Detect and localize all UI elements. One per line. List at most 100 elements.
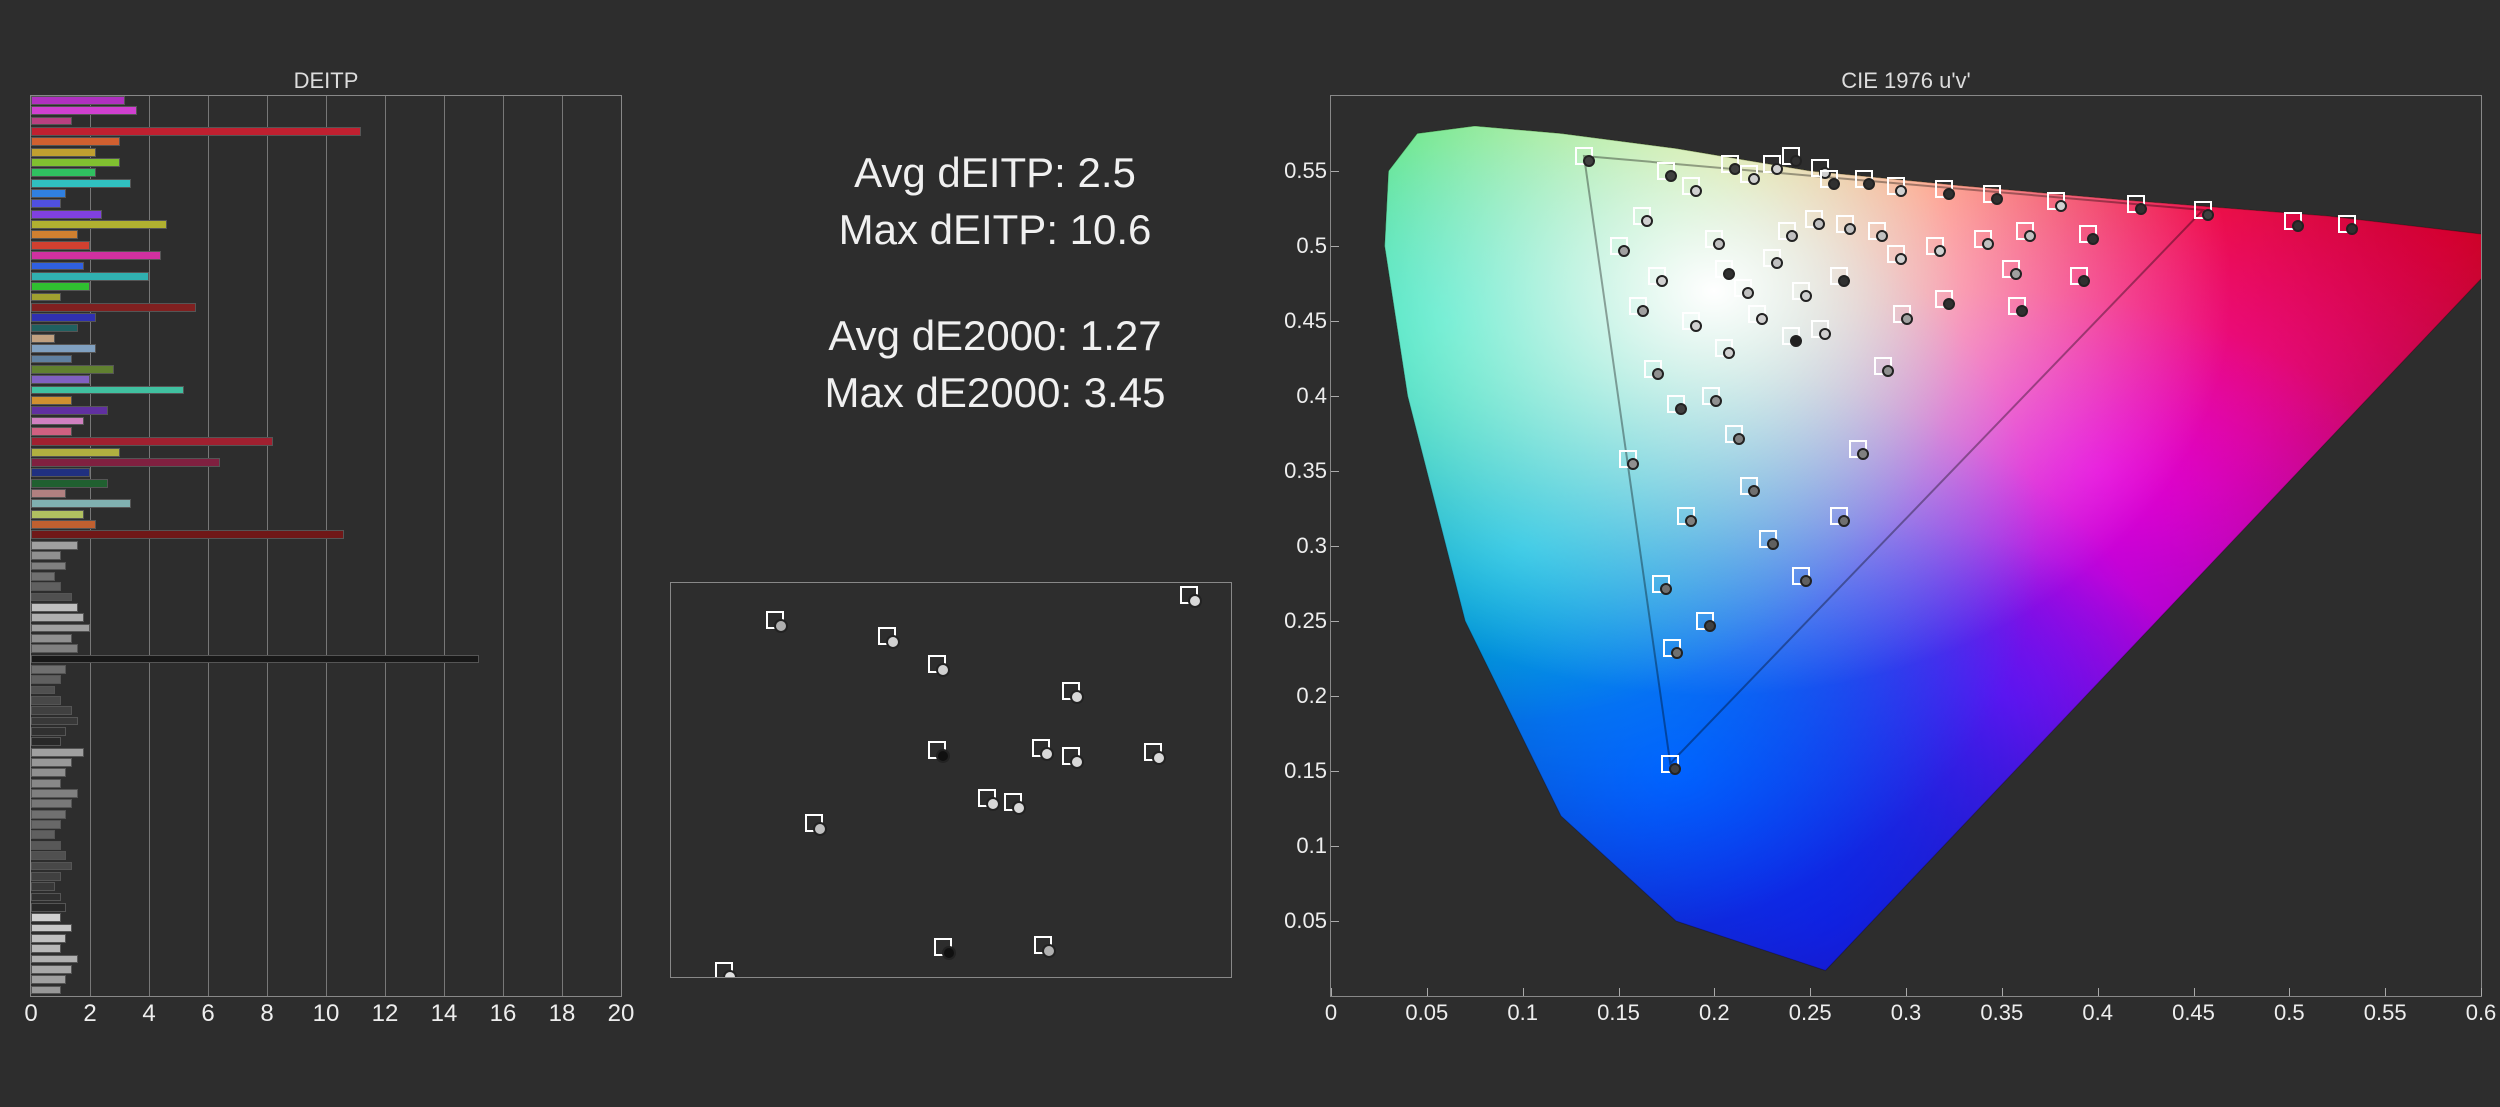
deitp-xtick: 20 xyxy=(608,1000,635,1028)
cie-measured-dot xyxy=(1656,275,1668,287)
cie-measured-dot xyxy=(1790,335,1802,347)
deitp-bar-chart: DEITP 02468101214161820 xyxy=(30,95,622,997)
mini-measured-dot xyxy=(1042,944,1056,958)
cie-measured-dot xyxy=(1876,230,1888,242)
cie-measured-dot xyxy=(1934,245,1946,257)
deitp-xtick: 4 xyxy=(142,1000,155,1028)
deitp-xtick: 6 xyxy=(201,1000,214,1028)
cie-measured-dot xyxy=(1627,458,1639,470)
cie-measured-dot xyxy=(1618,245,1630,257)
deitp-bar xyxy=(31,479,108,488)
cie-measured-dot xyxy=(1895,253,1907,265)
deitp-bar xyxy=(31,241,90,250)
deitp-bar xyxy=(31,748,84,757)
cie-xtick: 0.3 xyxy=(1891,1000,1922,1026)
avg-deitp: Avg dEITP: 2.5 xyxy=(735,145,1255,202)
cie-measured-dot xyxy=(2010,268,2022,280)
deitp-bar xyxy=(31,841,61,850)
mini-gamut-gradient xyxy=(671,583,1231,977)
cie-measured-dot xyxy=(1767,538,1779,550)
cie-xtick: 0.6 xyxy=(2466,1000,2497,1026)
mini-gamut-chart xyxy=(670,582,1232,978)
deitp-bar xyxy=(31,230,78,239)
cie-measured-dot xyxy=(1748,485,1760,497)
deitp-bar xyxy=(31,541,78,550)
deitp-bar xyxy=(31,127,361,136)
deitp-bar xyxy=(31,158,120,167)
cie-measured-dot xyxy=(1800,575,1812,587)
max-de2000-label: Max dE2000: xyxy=(825,369,1084,416)
deitp-bar xyxy=(31,686,55,695)
cie-xtick: 0.4 xyxy=(2082,1000,2113,1026)
cie-ytick: 0.35 xyxy=(1271,458,1327,484)
dashboard-canvas: DEITP 02468101214161820 Avg dEITP: 2.5 M… xyxy=(0,0,2500,1107)
deitp-bar xyxy=(31,251,161,260)
cie-measured-dot xyxy=(1828,178,1840,190)
deitp-bar xyxy=(31,851,66,860)
cie-measured-dot xyxy=(1704,620,1716,632)
cie-measured-dot xyxy=(1669,763,1681,775)
deitp-bar xyxy=(31,303,196,312)
deitp-plot-area xyxy=(31,96,621,996)
cie-measured-dot xyxy=(1748,173,1760,185)
deitp-bar xyxy=(31,717,78,726)
cie-measured-dot xyxy=(1943,188,1955,200)
cie-measured-dot xyxy=(1756,313,1768,325)
cie-ytick: 0.3 xyxy=(1271,533,1327,559)
deitp-bar xyxy=(31,779,61,788)
deitp-bar xyxy=(31,903,66,912)
deitp-bar xyxy=(31,406,108,415)
deitp-xtick: 10 xyxy=(313,1000,340,1028)
avg-de2000: Avg dE2000: 1.27 xyxy=(735,308,1255,365)
max-de2000-value: 3.45 xyxy=(1084,369,1166,416)
cie-plot-area xyxy=(1331,96,2481,996)
cie-measured-dot xyxy=(1733,433,1745,445)
deitp-bar xyxy=(31,789,78,798)
cie-measured-dot xyxy=(1713,238,1725,250)
deitp-bar xyxy=(31,293,61,302)
deitp-xtick: 2 xyxy=(83,1000,96,1028)
deitp-xtick: 16 xyxy=(490,1000,517,1028)
cie-ytick: 0.45 xyxy=(1271,308,1327,334)
deitp-bar xyxy=(31,427,72,436)
deitp-bar xyxy=(31,220,167,229)
deitp-bar xyxy=(31,955,78,964)
mini-measured-dot xyxy=(1188,594,1202,608)
mini-measured-dot xyxy=(1152,751,1166,765)
deitp-bar xyxy=(31,489,66,498)
deitp-bar xyxy=(31,313,96,322)
cie-ytick: 0.25 xyxy=(1271,608,1327,634)
cie-xtick: 0 xyxy=(1325,1000,1337,1026)
cie-measured-dot xyxy=(1660,583,1672,595)
deitp-bar xyxy=(31,706,72,715)
cie-ytick: 0.4 xyxy=(1271,383,1327,409)
cie-xtick: 0.5 xyxy=(2274,1000,2305,1026)
cie-measured-dot xyxy=(1723,268,1735,280)
deitp-bar xyxy=(31,862,72,871)
cie-xtick: 0.05 xyxy=(1405,1000,1448,1026)
deitp-bar xyxy=(31,810,66,819)
deitp-bar xyxy=(31,737,61,746)
cie-measured-dot xyxy=(2087,233,2099,245)
deitp-bar xyxy=(31,334,55,343)
deitp-bar xyxy=(31,396,72,405)
deitp-bar xyxy=(31,355,72,364)
deitp-bar xyxy=(31,934,66,943)
deitp-bar xyxy=(31,882,55,891)
cie-measured-dot xyxy=(1857,448,1869,460)
deitp-bar xyxy=(31,530,344,539)
mini-measured-dot xyxy=(723,970,737,978)
deitp-bar xyxy=(31,448,120,457)
deitp-bar xyxy=(31,499,131,508)
cie-measured-dot xyxy=(1583,155,1595,167)
deitp-bar xyxy=(31,830,55,839)
cie-chart: CIE 1976 u'v' 00.050.10.150.20.250.30.35… xyxy=(1330,95,2482,997)
cie-measured-dot xyxy=(2292,220,2304,232)
mini-measured-dot xyxy=(936,749,950,763)
cie-measured-dot xyxy=(1901,313,1913,325)
deitp-bar xyxy=(31,520,96,529)
cie-measured-dot xyxy=(1723,347,1735,359)
deitp-bar xyxy=(31,696,61,705)
cie-ytick: 0.05 xyxy=(1271,908,1327,934)
cie-measured-dot xyxy=(1882,365,1894,377)
